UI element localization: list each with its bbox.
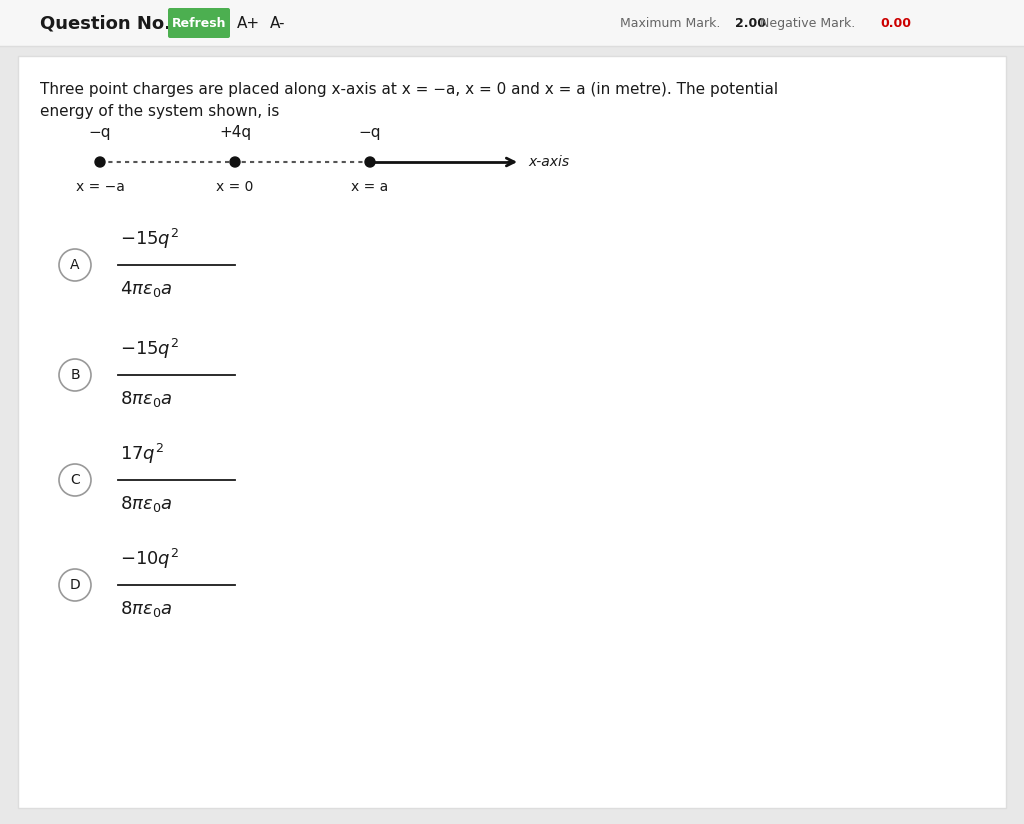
Text: $8\pi\varepsilon_0 a$: $8\pi\varepsilon_0 a$ bbox=[120, 389, 172, 409]
Circle shape bbox=[59, 464, 91, 496]
Circle shape bbox=[59, 359, 91, 391]
Text: $8\pi\varepsilon_0 a$: $8\pi\varepsilon_0 a$ bbox=[120, 599, 172, 619]
Circle shape bbox=[59, 569, 91, 601]
Text: x = −a: x = −a bbox=[76, 180, 125, 194]
Text: A-: A- bbox=[270, 16, 286, 30]
Text: C: C bbox=[70, 473, 80, 487]
Text: $8\pi\varepsilon_0 a$: $8\pi\varepsilon_0 a$ bbox=[120, 494, 172, 514]
Text: $-10q^2$: $-10q^2$ bbox=[120, 547, 179, 571]
Text: energy of the system shown, is: energy of the system shown, is bbox=[40, 104, 280, 119]
Text: 2.00: 2.00 bbox=[735, 16, 766, 30]
Text: $-15q^2$: $-15q^2$ bbox=[120, 227, 179, 251]
Text: x = a: x = a bbox=[351, 180, 389, 194]
Text: +4q: +4q bbox=[219, 125, 251, 140]
Text: −q: −q bbox=[358, 125, 381, 140]
Text: $-15q^2$: $-15q^2$ bbox=[120, 337, 179, 361]
Text: A+: A+ bbox=[237, 16, 259, 30]
Circle shape bbox=[365, 157, 375, 167]
Text: $17q^2$: $17q^2$ bbox=[120, 442, 164, 466]
Text: Refresh: Refresh bbox=[172, 16, 226, 30]
Text: 0.00: 0.00 bbox=[880, 16, 911, 30]
Text: Negative Mark.: Negative Mark. bbox=[760, 16, 855, 30]
Circle shape bbox=[59, 249, 91, 281]
Circle shape bbox=[95, 157, 105, 167]
Text: x-axis: x-axis bbox=[528, 155, 569, 169]
Text: Question No.5: Question No.5 bbox=[40, 14, 183, 32]
Text: $4\pi\varepsilon_0 a$: $4\pi\varepsilon_0 a$ bbox=[120, 279, 172, 299]
Text: −q: −q bbox=[89, 125, 112, 140]
Text: x = 0: x = 0 bbox=[216, 180, 254, 194]
Text: Three point charges are placed along x-axis at x = −a, x = 0 and x = a (in metre: Three point charges are placed along x-a… bbox=[40, 82, 778, 97]
Text: D: D bbox=[70, 578, 80, 592]
Bar bbox=[0, 0, 1024, 46]
Circle shape bbox=[230, 157, 240, 167]
Text: Maximum Mark.: Maximum Mark. bbox=[620, 16, 720, 30]
FancyBboxPatch shape bbox=[168, 8, 230, 38]
Text: B: B bbox=[71, 368, 80, 382]
Text: A: A bbox=[71, 258, 80, 272]
